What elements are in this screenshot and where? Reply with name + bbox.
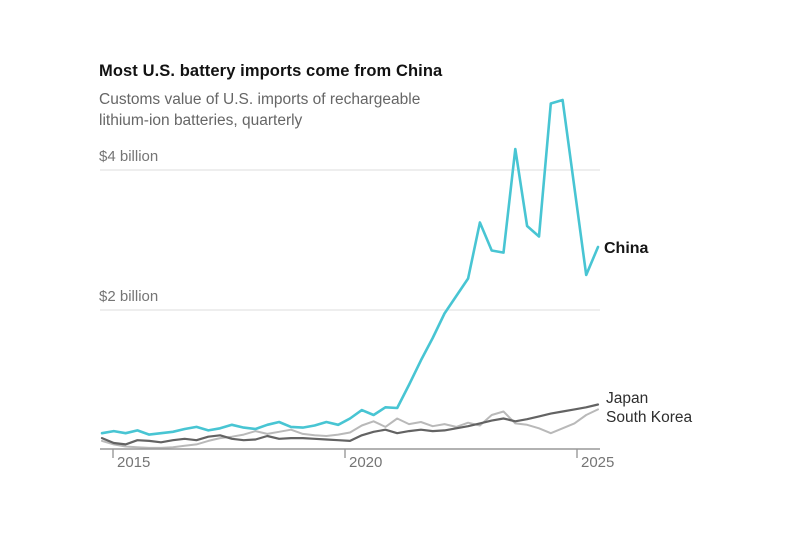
y-axis-label-4-billion: $4 billion	[99, 148, 159, 165]
chart-subtitle: Customs value of U.S. imports of recharg…	[99, 89, 420, 131]
series-label-japan: Japan	[606, 390, 649, 407]
chart-subtitle-line-2: lithium-ion batteries, quarterly	[99, 112, 303, 129]
series-label-south-korea: South Korea	[606, 409, 693, 426]
chart-subtitle-line-1: Customs value of U.S. imports of recharg…	[99, 91, 421, 108]
x-axis-label-2025: 2025	[581, 454, 615, 471]
chart-title: Most U.S. battery imports come from Chin…	[99, 62, 443, 80]
x-axis-label-2020: 2020	[349, 454, 383, 471]
japan-line	[100, 403, 600, 446]
series-label-china: China	[604, 240, 649, 257]
china-line	[100, 98, 600, 436]
south-korea-line	[101, 408, 599, 449]
x-axis-label-2015: 2015	[117, 454, 151, 471]
y-axis-label-2-billion: $2 billion	[99, 288, 159, 305]
